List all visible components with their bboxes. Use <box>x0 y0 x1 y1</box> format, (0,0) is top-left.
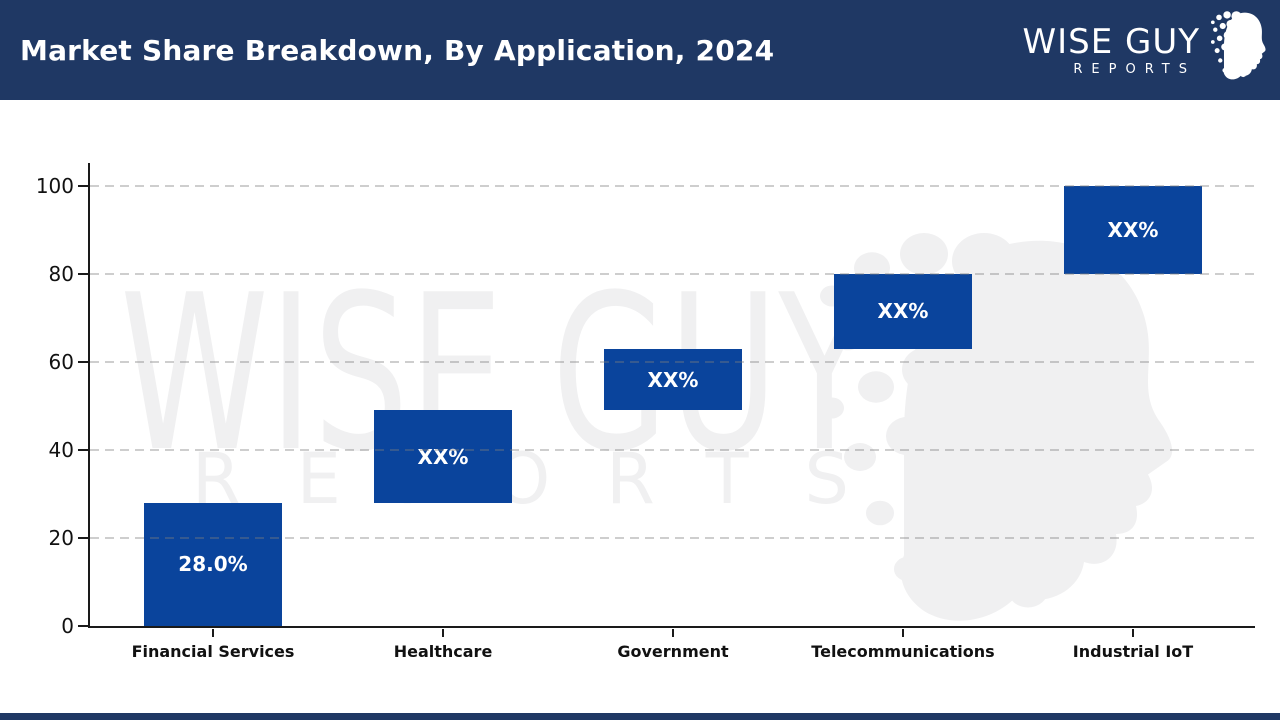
bar-value-label: 28.0% <box>178 552 248 577</box>
bar-segment: XX% <box>1064 186 1202 274</box>
y-gridline <box>90 185 1255 187</box>
y-gridline <box>90 273 1255 275</box>
x-axis-tick <box>442 629 444 637</box>
y-tick-label: 0 <box>61 614 74 638</box>
footer-bar <box>0 713 1280 720</box>
wiseguy-logo: WISE GUY REPORTS <box>1022 8 1268 94</box>
bar-segment: XX% <box>374 410 512 503</box>
y-tick-label: 80 <box>48 262 74 286</box>
x-tick-label: Industrial IoT <box>1072 642 1194 661</box>
y-axis-tick <box>78 537 88 539</box>
y-tick-label: 60 <box>48 350 74 374</box>
bar-segment: 28.0% <box>144 502 282 626</box>
x-axis-tick <box>672 629 674 637</box>
plot-area: 0 20 40 60 80 100 28.0% Financial Services XX% He… <box>36 163 1255 661</box>
y-tick-label: 20 <box>48 526 74 550</box>
watermark-tagline: REPORTS <box>192 438 905 520</box>
page-title: Market Share Breakdown, By Application, … <box>20 33 775 67</box>
bar-value-label: XX% <box>417 444 469 469</box>
y-tick-label: 100 <box>35 174 74 198</box>
face-profile-icon <box>1206 10 1268 90</box>
x-tick-label: Healthcare <box>393 642 493 661</box>
y-gridline <box>90 361 1255 363</box>
bar-value-label: XX% <box>647 367 699 392</box>
y-tick-label: 40 <box>48 438 74 462</box>
y-axis-tick <box>78 361 88 363</box>
y-axis-tick <box>78 625 88 627</box>
bar-segment: XX% <box>604 348 742 411</box>
bar-value-label: XX% <box>1107 218 1159 242</box>
x-axis-tick <box>212 629 214 637</box>
chart-area: WISE GUY REPORTS 0 20 40 60 80 100 28.0% Financ… <box>0 100 1280 713</box>
x-axis-tick <box>902 629 904 637</box>
x-tick-label: Government <box>617 642 729 661</box>
y-axis-tick <box>78 185 88 187</box>
logo-wordmark: WISE GUY <box>1022 22 1200 62</box>
x-tick-label: Telecommunications <box>811 642 995 661</box>
x-axis-tick <box>1132 629 1134 637</box>
y-gridline <box>90 449 1255 451</box>
y-axis-tick <box>78 273 88 275</box>
header-bar: Market Share Breakdown, By Application, … <box>0 0 1280 100</box>
bar-value-label: XX% <box>877 299 929 324</box>
y-gridline <box>90 537 1255 539</box>
x-tick-label: Financial Services <box>131 642 295 661</box>
bar-segment: XX% <box>834 274 972 349</box>
y-axis-tick <box>78 449 88 451</box>
logo-tagline: REPORTS <box>1073 62 1196 77</box>
